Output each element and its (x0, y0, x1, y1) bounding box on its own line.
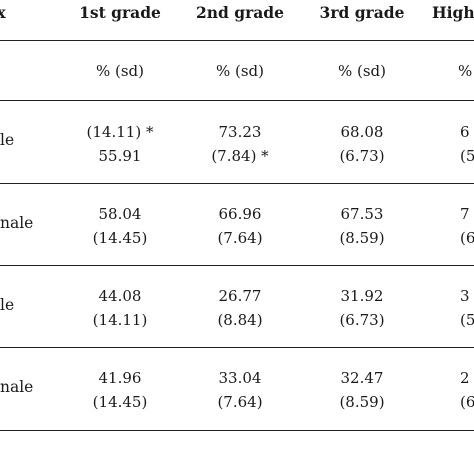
subheader-3rd-grade: % (sd) (337, 62, 387, 80)
cell-line: 67.53 (340, 205, 384, 223)
table-cell: 6 (5 (460, 120, 474, 168)
cell-line: (8.59) (339, 393, 385, 411)
cell-line: (14.45) (92, 393, 148, 411)
cell-line: 3 (460, 287, 470, 305)
table-cell: 44.08 (14.11) (60, 284, 180, 332)
table-cell: 26.77 (8.84) (180, 284, 300, 332)
cell-line: (14.45) (92, 229, 148, 247)
cell-line: (6 (460, 229, 474, 247)
cell-line: (7.64) (217, 393, 263, 411)
cell-line: (8.84) (217, 311, 263, 329)
table-cell: 2 (6 (460, 366, 474, 414)
subheader-high: % (458, 62, 473, 80)
rule-bottom (0, 430, 474, 431)
table-cell: 66.96 (7.64) (180, 202, 300, 250)
cell-line: 2 (460, 369, 470, 387)
table-cell: 3 (5 (460, 284, 474, 332)
cell-line: (5 (460, 147, 474, 165)
column-header-3rd-grade: 3rd grade (319, 3, 405, 22)
table-cell: 58.04 (14.45) (60, 202, 180, 250)
table-cell: 33.04 (7.64) (180, 366, 300, 414)
cell-line: 41.96 (98, 369, 142, 387)
cell-line: (8.59) (339, 229, 385, 247)
cell-line: 26.77 (218, 287, 262, 305)
column-header-high: High (432, 3, 474, 22)
table-cell: 41.96 (14.45) (60, 366, 180, 414)
rule-under-row-1 (0, 183, 474, 184)
rule-under-subheader (0, 100, 474, 101)
cell-line: 73.23 (218, 123, 262, 141)
cell-line: (6.73) (339, 311, 385, 329)
cell-line: 68.08 (340, 123, 384, 141)
cell-line: 33.04 (218, 369, 262, 387)
rule-under-row-3 (0, 347, 474, 348)
subheader-1st-grade: % (sd) (95, 62, 145, 80)
cell-line: (7.84) * (211, 147, 269, 165)
cell-line: 66.96 (218, 205, 262, 223)
cell-line: (7.64) (217, 229, 263, 247)
rule-under-header (0, 40, 474, 41)
cell-line: (14.11) * (86, 123, 154, 141)
table-cell: 32.47 (8.59) (302, 366, 422, 414)
table-cell: (14.11) * 55.91 (60, 120, 180, 168)
cell-line: 7 (460, 205, 470, 223)
cell-line: (14.11) (92, 311, 148, 329)
row-label: nale (0, 378, 34, 396)
column-header-2nd-grade: 2nd grade (195, 3, 285, 22)
cell-line: 6 (460, 123, 470, 141)
column-header-1st-grade: 1st grade (79, 3, 161, 22)
rule-under-row-2 (0, 265, 474, 266)
table-cell: 31.92 (6.73) (302, 284, 422, 332)
cell-line: 44.08 (98, 287, 142, 305)
table-cell: 73.23 (7.84) * (180, 120, 300, 168)
row-label: nale (0, 214, 34, 232)
table-cell: 67.53 (8.59) (302, 202, 422, 250)
table-cell: 7 (6 (460, 202, 474, 250)
subheader-2nd-grade: % (sd) (215, 62, 265, 80)
cell-line: 32.47 (340, 369, 384, 387)
cell-line: (5 (460, 311, 474, 329)
cell-line: 55.91 (98, 147, 142, 165)
cell-line: (6 (460, 393, 474, 411)
cell-line: (6.73) (339, 147, 385, 165)
row-label: le (0, 131, 15, 149)
row-label: le (0, 296, 15, 314)
cell-line: 31.92 (340, 287, 384, 305)
table-cell: 68.08 (6.73) (302, 120, 422, 168)
first-column-header: x (0, 3, 6, 22)
cell-line: 58.04 (98, 205, 142, 223)
